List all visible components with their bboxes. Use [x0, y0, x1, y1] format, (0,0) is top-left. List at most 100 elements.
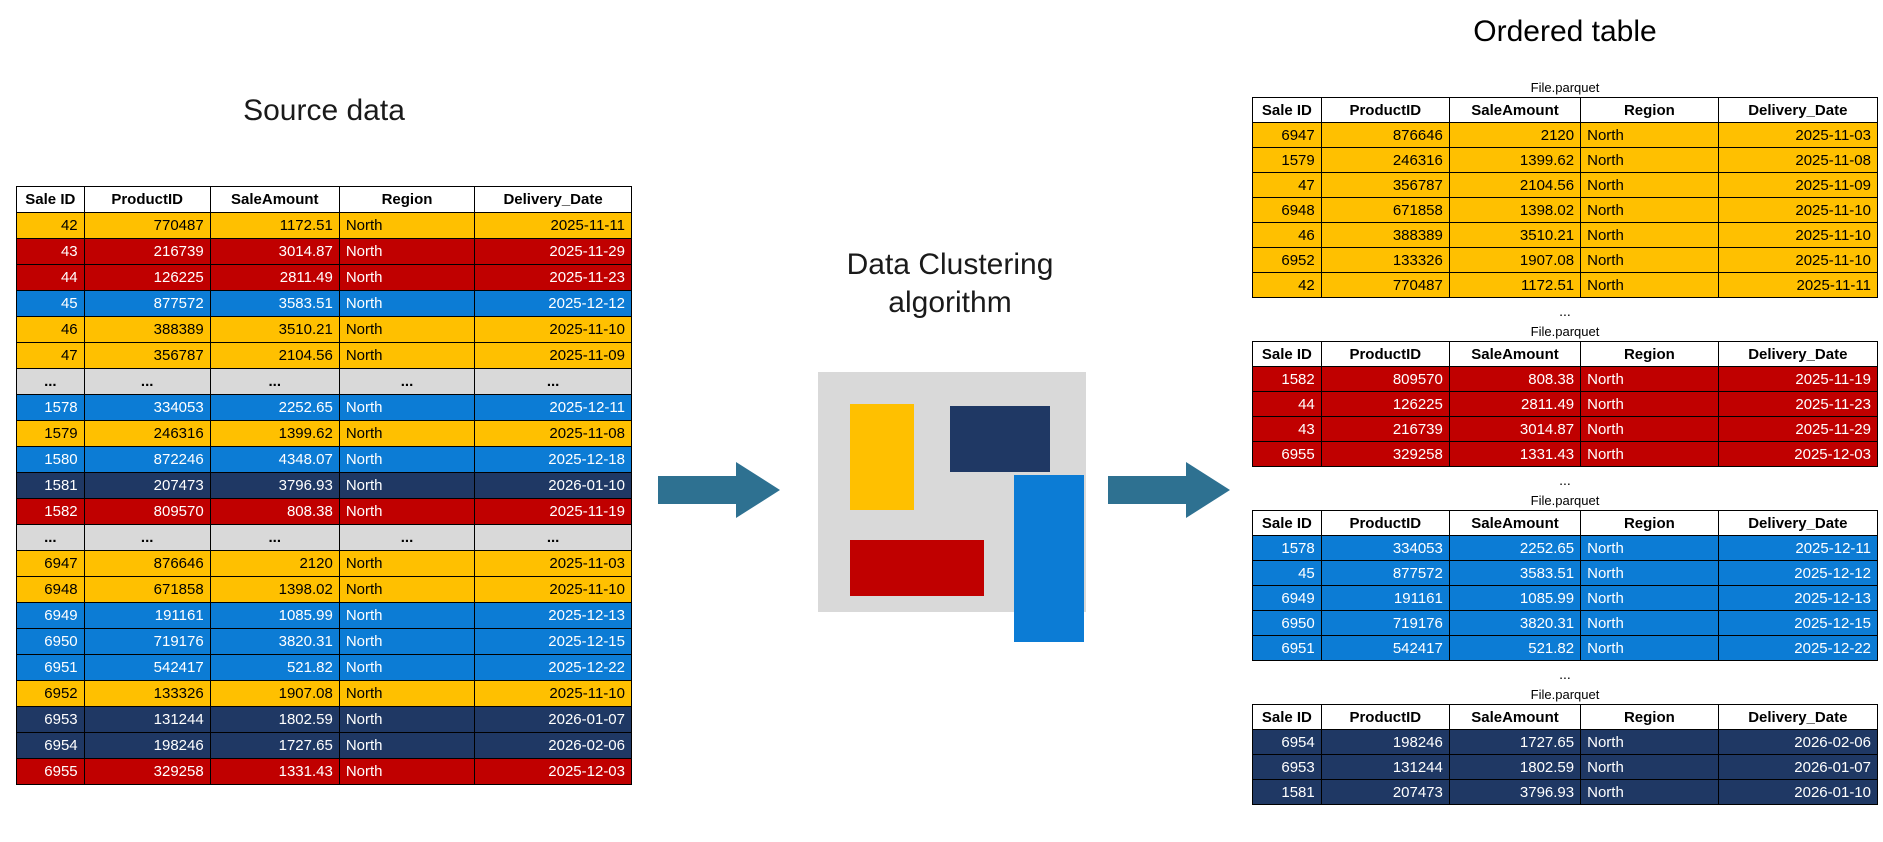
- table-cell: 42: [1252, 272, 1322, 298]
- table-row: 1582 809570 808.38 North 2025-11-19: [1252, 366, 1879, 392]
- table-cell: 2252.65: [1448, 535, 1582, 561]
- table-cell: 2025-12-11: [1717, 535, 1879, 561]
- table-cell: 43: [1252, 416, 1322, 442]
- table-row: ...............: [16, 368, 632, 395]
- table-cell: 133326: [83, 680, 211, 707]
- table-cell: 521.82: [1448, 635, 1582, 661]
- table-cell: ...: [16, 368, 85, 395]
- table-cell: North: [1580, 197, 1719, 223]
- table-cell: 2811.49: [1448, 391, 1582, 417]
- table-cell: 46: [1252, 222, 1322, 248]
- table-cell: 1085.99: [209, 602, 340, 629]
- table-cell: 2025-12-03: [474, 758, 632, 785]
- table-cell: 2025-11-19: [1717, 366, 1879, 392]
- table-row: 6948 671858 1398.02 North 2025-11-10: [16, 576, 632, 603]
- table-cell: 1399.62: [1448, 147, 1582, 173]
- table-cell: ...: [338, 368, 476, 395]
- cluster-shape-navy: [950, 406, 1050, 472]
- table-cell: 6955: [1252, 441, 1322, 467]
- table-cell: 1579: [16, 420, 85, 447]
- table-cell: 47: [16, 342, 85, 369]
- table-cell: 3583.51: [1448, 560, 1582, 586]
- ordered-table-yellow: Sale ID ProductID SaleAmount Region Delivery…: [1252, 97, 1879, 298]
- column-header: Region: [1580, 341, 1719, 367]
- flow-arrow-right: [1108, 462, 1230, 518]
- column-header: Delivery_Date: [474, 186, 632, 213]
- table-header-row: Sale ID ProductID SaleAmount Region Delivery…: [1252, 510, 1879, 536]
- table-cell: 334053: [83, 394, 211, 421]
- table-cell: North: [338, 316, 476, 343]
- clustering-algorithm-title: Data Clustering algorithm: [846, 248, 1054, 319]
- table-cell: 2025-11-29: [474, 238, 632, 265]
- table-cell: 44: [16, 264, 85, 291]
- table-cell: 6949: [1252, 585, 1322, 611]
- table-cell: 126225: [1320, 391, 1450, 417]
- table-cell: 2120: [209, 550, 340, 577]
- table-cell: North: [338, 550, 476, 577]
- table-cell: 216739: [83, 238, 211, 265]
- table-cell: North: [338, 342, 476, 369]
- table-row: 6953 131244 1802.59 North 2026-01-07: [16, 706, 632, 733]
- table-cell: North: [1580, 779, 1719, 805]
- table-cell: 3510.21: [209, 316, 340, 343]
- table-cell: 1581: [1252, 779, 1322, 805]
- table-cell: North: [338, 290, 476, 317]
- table-cell: 3796.93: [1448, 779, 1582, 805]
- table-cell: North: [338, 212, 476, 239]
- file-name-label: File.parquet: [1530, 493, 1600, 508]
- table-cell: 6948: [1252, 197, 1322, 223]
- table-cell: 2025-11-10: [474, 680, 632, 707]
- table-row: 1578 334053 2252.65 North 2025-12-11: [1252, 535, 1879, 561]
- table-cell: 47: [1252, 172, 1322, 198]
- table-row: 6954 198246 1727.65 North 2026-02-06: [16, 732, 632, 759]
- arrow-right-icon: [658, 462, 780, 518]
- table-cell: North: [338, 576, 476, 603]
- table-cell: 2025-11-19: [474, 498, 632, 525]
- table-cell: 3014.87: [1448, 416, 1582, 442]
- table-cell: 1582: [1252, 366, 1322, 392]
- table-cell: 356787: [83, 342, 211, 369]
- table-cell: 6947: [16, 550, 85, 577]
- table-row: 42 770487 1172.51 North 2025-11-11: [1252, 272, 1879, 298]
- table-cell: 2104.56: [209, 342, 340, 369]
- table-cell: 877572: [83, 290, 211, 317]
- table-cell: ...: [83, 524, 211, 551]
- table-cell: 1085.99: [1448, 585, 1582, 611]
- table-cell: 334053: [1320, 535, 1450, 561]
- table-cell: North: [1580, 754, 1719, 780]
- ordered-table-red: Sale ID ProductID SaleAmount Region Delivery…: [1252, 341, 1879, 467]
- table-cell: 2025-11-09: [474, 342, 632, 369]
- table-cell: North: [1580, 729, 1719, 755]
- table-cell: 1172.51: [209, 212, 340, 239]
- ordered-tables-panel: Ordered table File.parquet Sale ID Produc…: [1252, 14, 1879, 805]
- table-row: 6951 542417 521.82 North 2025-12-22: [1252, 635, 1879, 661]
- table-cell: 329258: [83, 758, 211, 785]
- table-cell: 2025-11-10: [474, 576, 632, 603]
- ordered-table-title: Ordered table: [1473, 15, 1657, 48]
- table-row: 6954 198246 1727.65 North 2026-02-06: [1252, 729, 1879, 755]
- cluster-shape-yellow: [850, 404, 914, 510]
- cluster-plot-area: [818, 372, 1086, 642]
- table-cell: 2026-02-06: [474, 732, 632, 759]
- column-header: SaleAmount: [1448, 97, 1582, 123]
- table-cell: 876646: [83, 550, 211, 577]
- table-cell: North: [1580, 635, 1719, 661]
- table-row: 6955 329258 1331.43 North 2025-12-03: [16, 758, 632, 785]
- table-cell: ...: [209, 368, 340, 395]
- table-cell: 6955: [16, 758, 85, 785]
- column-header: SaleAmount: [1448, 704, 1582, 730]
- table-cell: 46: [16, 316, 85, 343]
- table-cell: 1399.62: [209, 420, 340, 447]
- table-cell: 2025-11-23: [474, 264, 632, 291]
- table-header-row: Sale ID ProductID SaleAmount Region Delivery…: [1252, 97, 1879, 123]
- table-cell: 1907.08: [209, 680, 340, 707]
- table-cell: North: [338, 264, 476, 291]
- ordered-table-blue: Sale ID ProductID SaleAmount Region Delivery…: [1252, 510, 1879, 661]
- table-cell: 6952: [1252, 247, 1322, 273]
- table-cell: 329258: [1320, 441, 1450, 467]
- table-cell: 43: [16, 238, 85, 265]
- table-row: 6950 719176 3820.31 North 2025-12-15: [16, 628, 632, 655]
- table-cell: 770487: [83, 212, 211, 239]
- table-cell: 2025-11-23: [1717, 391, 1879, 417]
- table-cell: 2025-12-11: [474, 394, 632, 421]
